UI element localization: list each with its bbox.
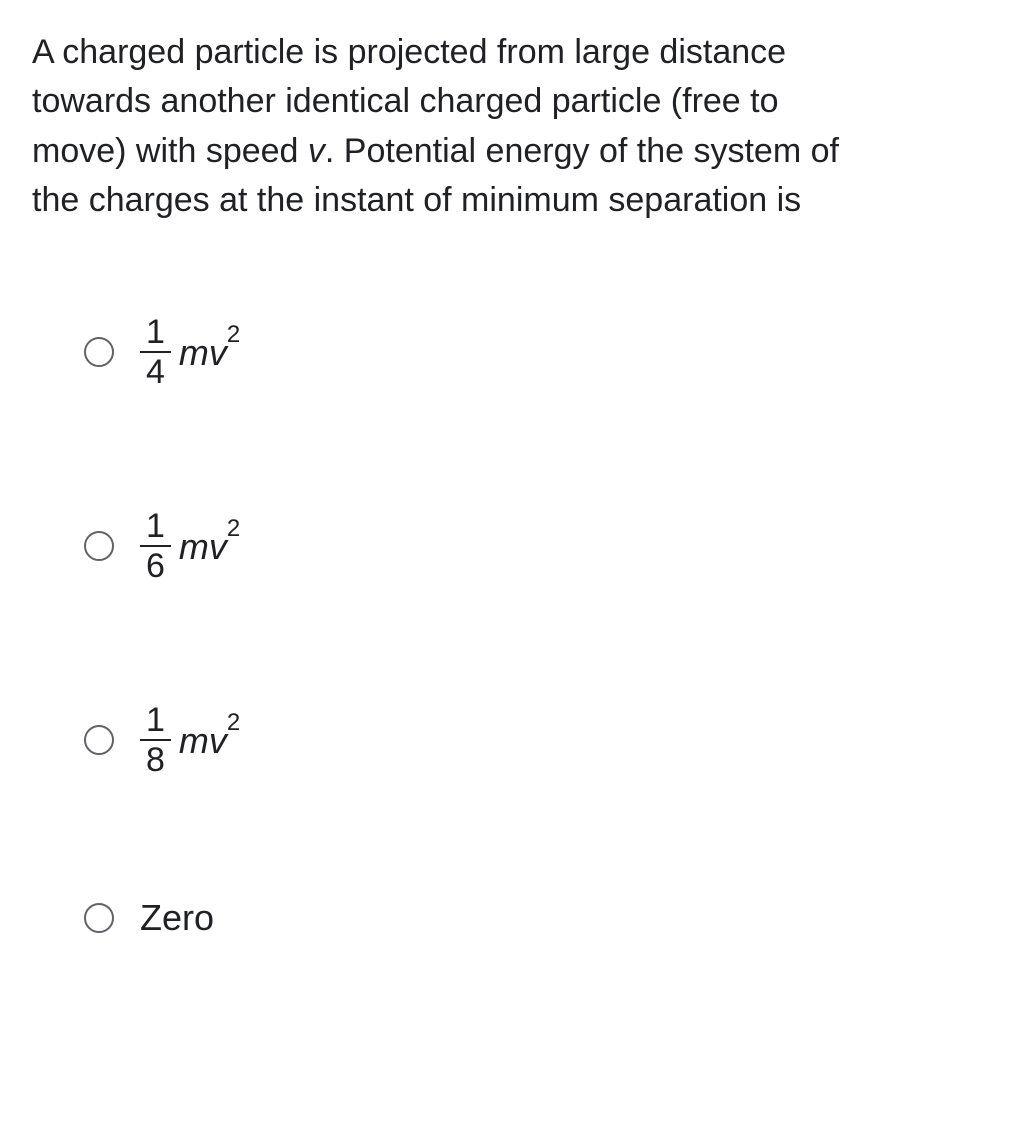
mv-term: mv2	[179, 719, 240, 762]
radio-icon	[84, 337, 114, 367]
question-line-3-post: . Potential energy of the system of	[325, 132, 839, 170]
radio-icon	[84, 903, 114, 933]
radio-icon	[84, 725, 114, 755]
option-3[interactable]: 1 8 mv2	[84, 703, 992, 777]
numerator: 1	[140, 315, 171, 353]
denominator: 8	[140, 741, 171, 777]
option-1-formula: 1 4 mv2	[140, 315, 240, 389]
mv-term: mv2	[179, 525, 240, 568]
body: mv	[179, 526, 227, 567]
question-line-2: towards another identical charged partic…	[32, 82, 779, 120]
fraction: 1 6	[140, 509, 171, 583]
option-3-formula: 1 8 mv2	[140, 703, 240, 777]
options-group: 1 4 mv2 1 6 mv2 1 8 mv2 Zero	[32, 315, 992, 939]
question-line-1: A charged particle is projected from lar…	[32, 33, 786, 71]
exponent: 2	[227, 709, 240, 736]
exponent: 2	[227, 515, 240, 542]
body: mv	[179, 332, 227, 373]
mv-term: mv2	[179, 331, 240, 374]
numerator: 1	[140, 509, 171, 547]
option-2-formula: 1 6 mv2	[140, 509, 240, 583]
exponent: 2	[227, 321, 240, 348]
radio-icon	[84, 531, 114, 561]
question-line-3-pre: move) with speed	[32, 132, 308, 170]
option-4[interactable]: Zero	[84, 897, 992, 939]
denominator: 6	[140, 547, 171, 583]
fraction: 1 8	[140, 703, 171, 777]
question-text: A charged particle is projected from lar…	[32, 28, 992, 225]
question-line-4: the charges at the instant of minimum se…	[32, 181, 801, 219]
denominator: 4	[140, 353, 171, 389]
option-2[interactable]: 1 6 mv2	[84, 509, 992, 583]
option-1[interactable]: 1 4 mv2	[84, 315, 992, 389]
body: mv	[179, 720, 227, 761]
question-variable-v: v	[308, 132, 325, 170]
numerator: 1	[140, 703, 171, 741]
option-4-text: Zero	[140, 897, 214, 939]
fraction: 1 4	[140, 315, 171, 389]
